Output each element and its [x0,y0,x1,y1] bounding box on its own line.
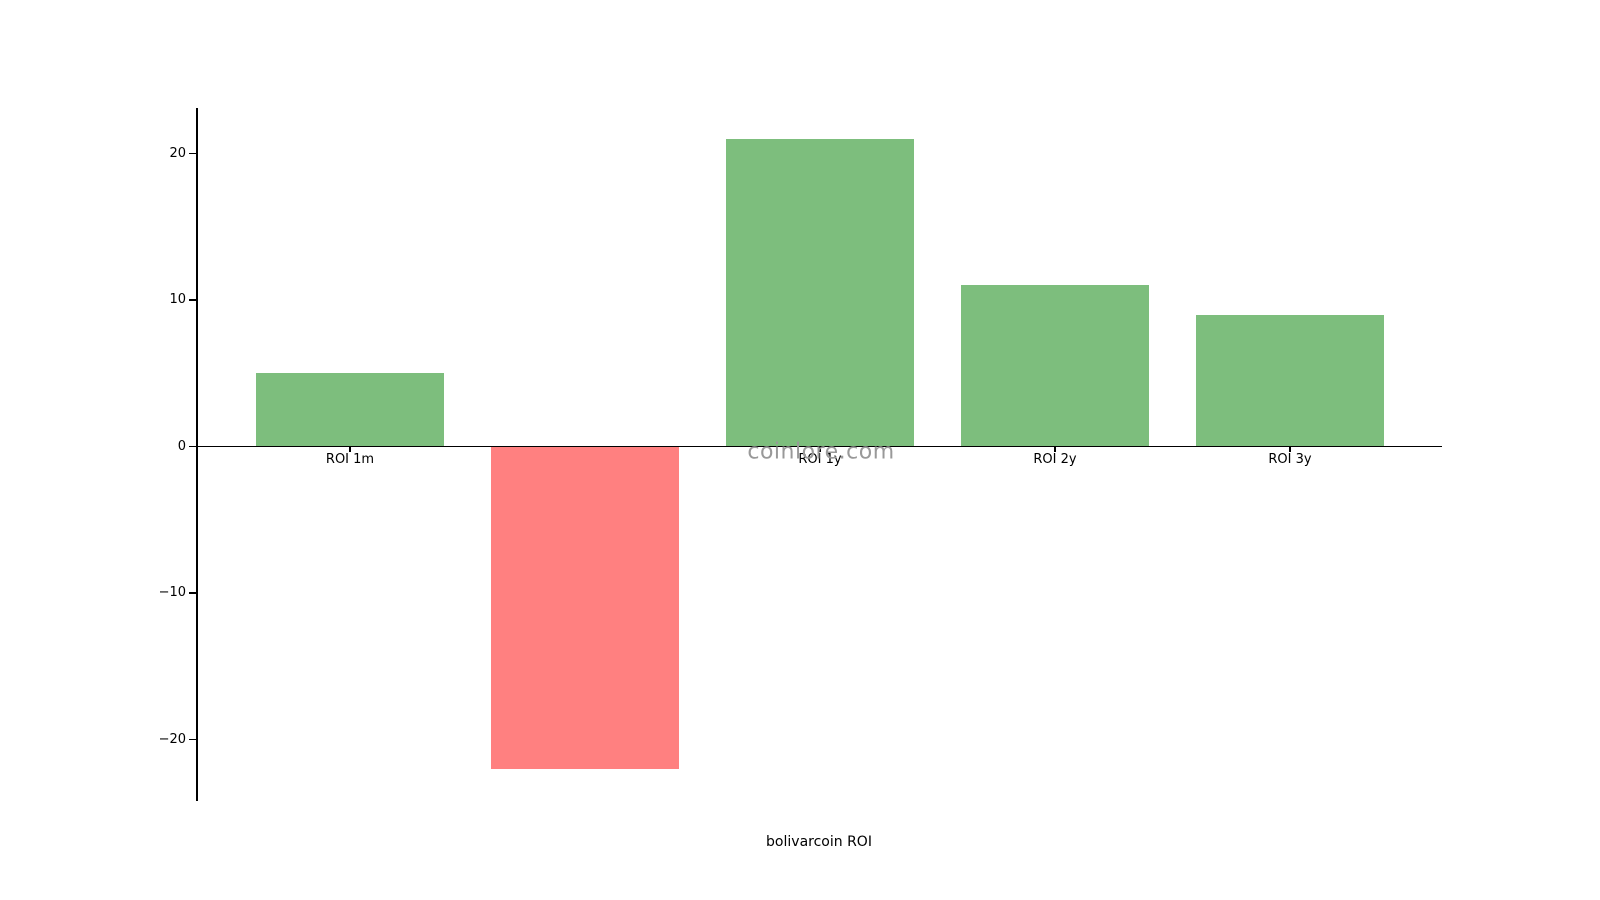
bar-roi-2y [961,285,1149,447]
x-tick-mark [819,447,821,452]
watermark: coinlore.com [747,439,895,465]
x-axis-title: bolivarcoin ROI [766,834,872,850]
bar-roi-1m [256,373,444,447]
y-tick-mark [189,299,197,301]
y-tick-label: −10 [158,585,186,600]
bar-roi-3y [1196,314,1384,447]
x-axis-line [196,445,1442,447]
x-tick-label: ROI 1y [798,452,842,467]
x-tick-mark [349,447,351,452]
y-tick-mark [189,445,197,448]
y-tick-mark [189,738,197,741]
x-tick-mark [1054,447,1056,452]
x-tick-label: ROI 3y [1268,452,1312,467]
y-tick-mark [189,152,197,155]
x-tick-mark [1289,447,1291,452]
bar-hidden-label [491,446,679,769]
x-tick-label: ROI 1m [325,452,375,467]
y-axis-line [196,108,198,801]
x-tick-label: ROI 2y [1033,452,1077,467]
y-tick-label: 0 [177,438,186,454]
y-tick-label: −20 [158,731,186,747]
y-tick-label: 20 [169,145,186,161]
bar-roi-1y [726,138,914,447]
y-tick-mark [189,592,197,594]
y-tick-label: 10 [169,292,186,307]
